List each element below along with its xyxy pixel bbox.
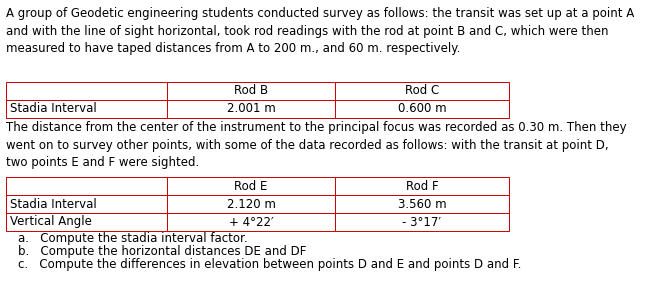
Bar (6, 177, 167, 195)
Text: + 4°22′: + 4°22′ (229, 216, 273, 229)
Text: a.   Compute the stadia interval factor.: a. Compute the stadia interval factor. (18, 232, 247, 245)
Bar (6, 82, 167, 100)
Bar (335, 82, 509, 100)
Text: 3.560 m: 3.560 m (398, 197, 446, 210)
Bar (167, 213, 335, 231)
Bar (6, 213, 167, 231)
Text: b.   Compute the horizontal distances DE and DF: b. Compute the horizontal distances DE a… (18, 245, 306, 258)
Bar (335, 100, 509, 118)
Text: Stadia Interval: Stadia Interval (10, 103, 97, 116)
Text: Rod C: Rod C (405, 84, 439, 97)
Bar (335, 177, 509, 195)
Bar (167, 177, 335, 195)
Text: Rod F: Rod F (406, 179, 438, 192)
Text: Rod E: Rod E (234, 179, 268, 192)
Text: Vertical Angle: Vertical Angle (10, 216, 92, 229)
Bar (167, 100, 335, 118)
Bar (335, 195, 509, 213)
Text: 2.001 m: 2.001 m (227, 103, 276, 116)
Text: 0.600 m: 0.600 m (398, 103, 446, 116)
Text: c.   Compute the differences in elevation between points D and E and points D an: c. Compute the differences in elevation … (18, 258, 521, 271)
Bar (167, 82, 335, 100)
Bar (6, 195, 167, 213)
Bar (6, 100, 167, 118)
Text: 2.120 m: 2.120 m (227, 197, 276, 210)
Text: A group of Geodetic engineering students conducted survey as follows: the transi: A group of Geodetic engineering students… (6, 7, 635, 55)
Text: - 3°17′: - 3°17′ (402, 216, 441, 229)
Text: Rod B: Rod B (234, 84, 268, 97)
Bar (167, 195, 335, 213)
Bar (335, 213, 509, 231)
Text: Stadia Interval: Stadia Interval (10, 197, 97, 210)
Text: The distance from the center of the instrument to the principal focus was record: The distance from the center of the inst… (6, 121, 627, 169)
